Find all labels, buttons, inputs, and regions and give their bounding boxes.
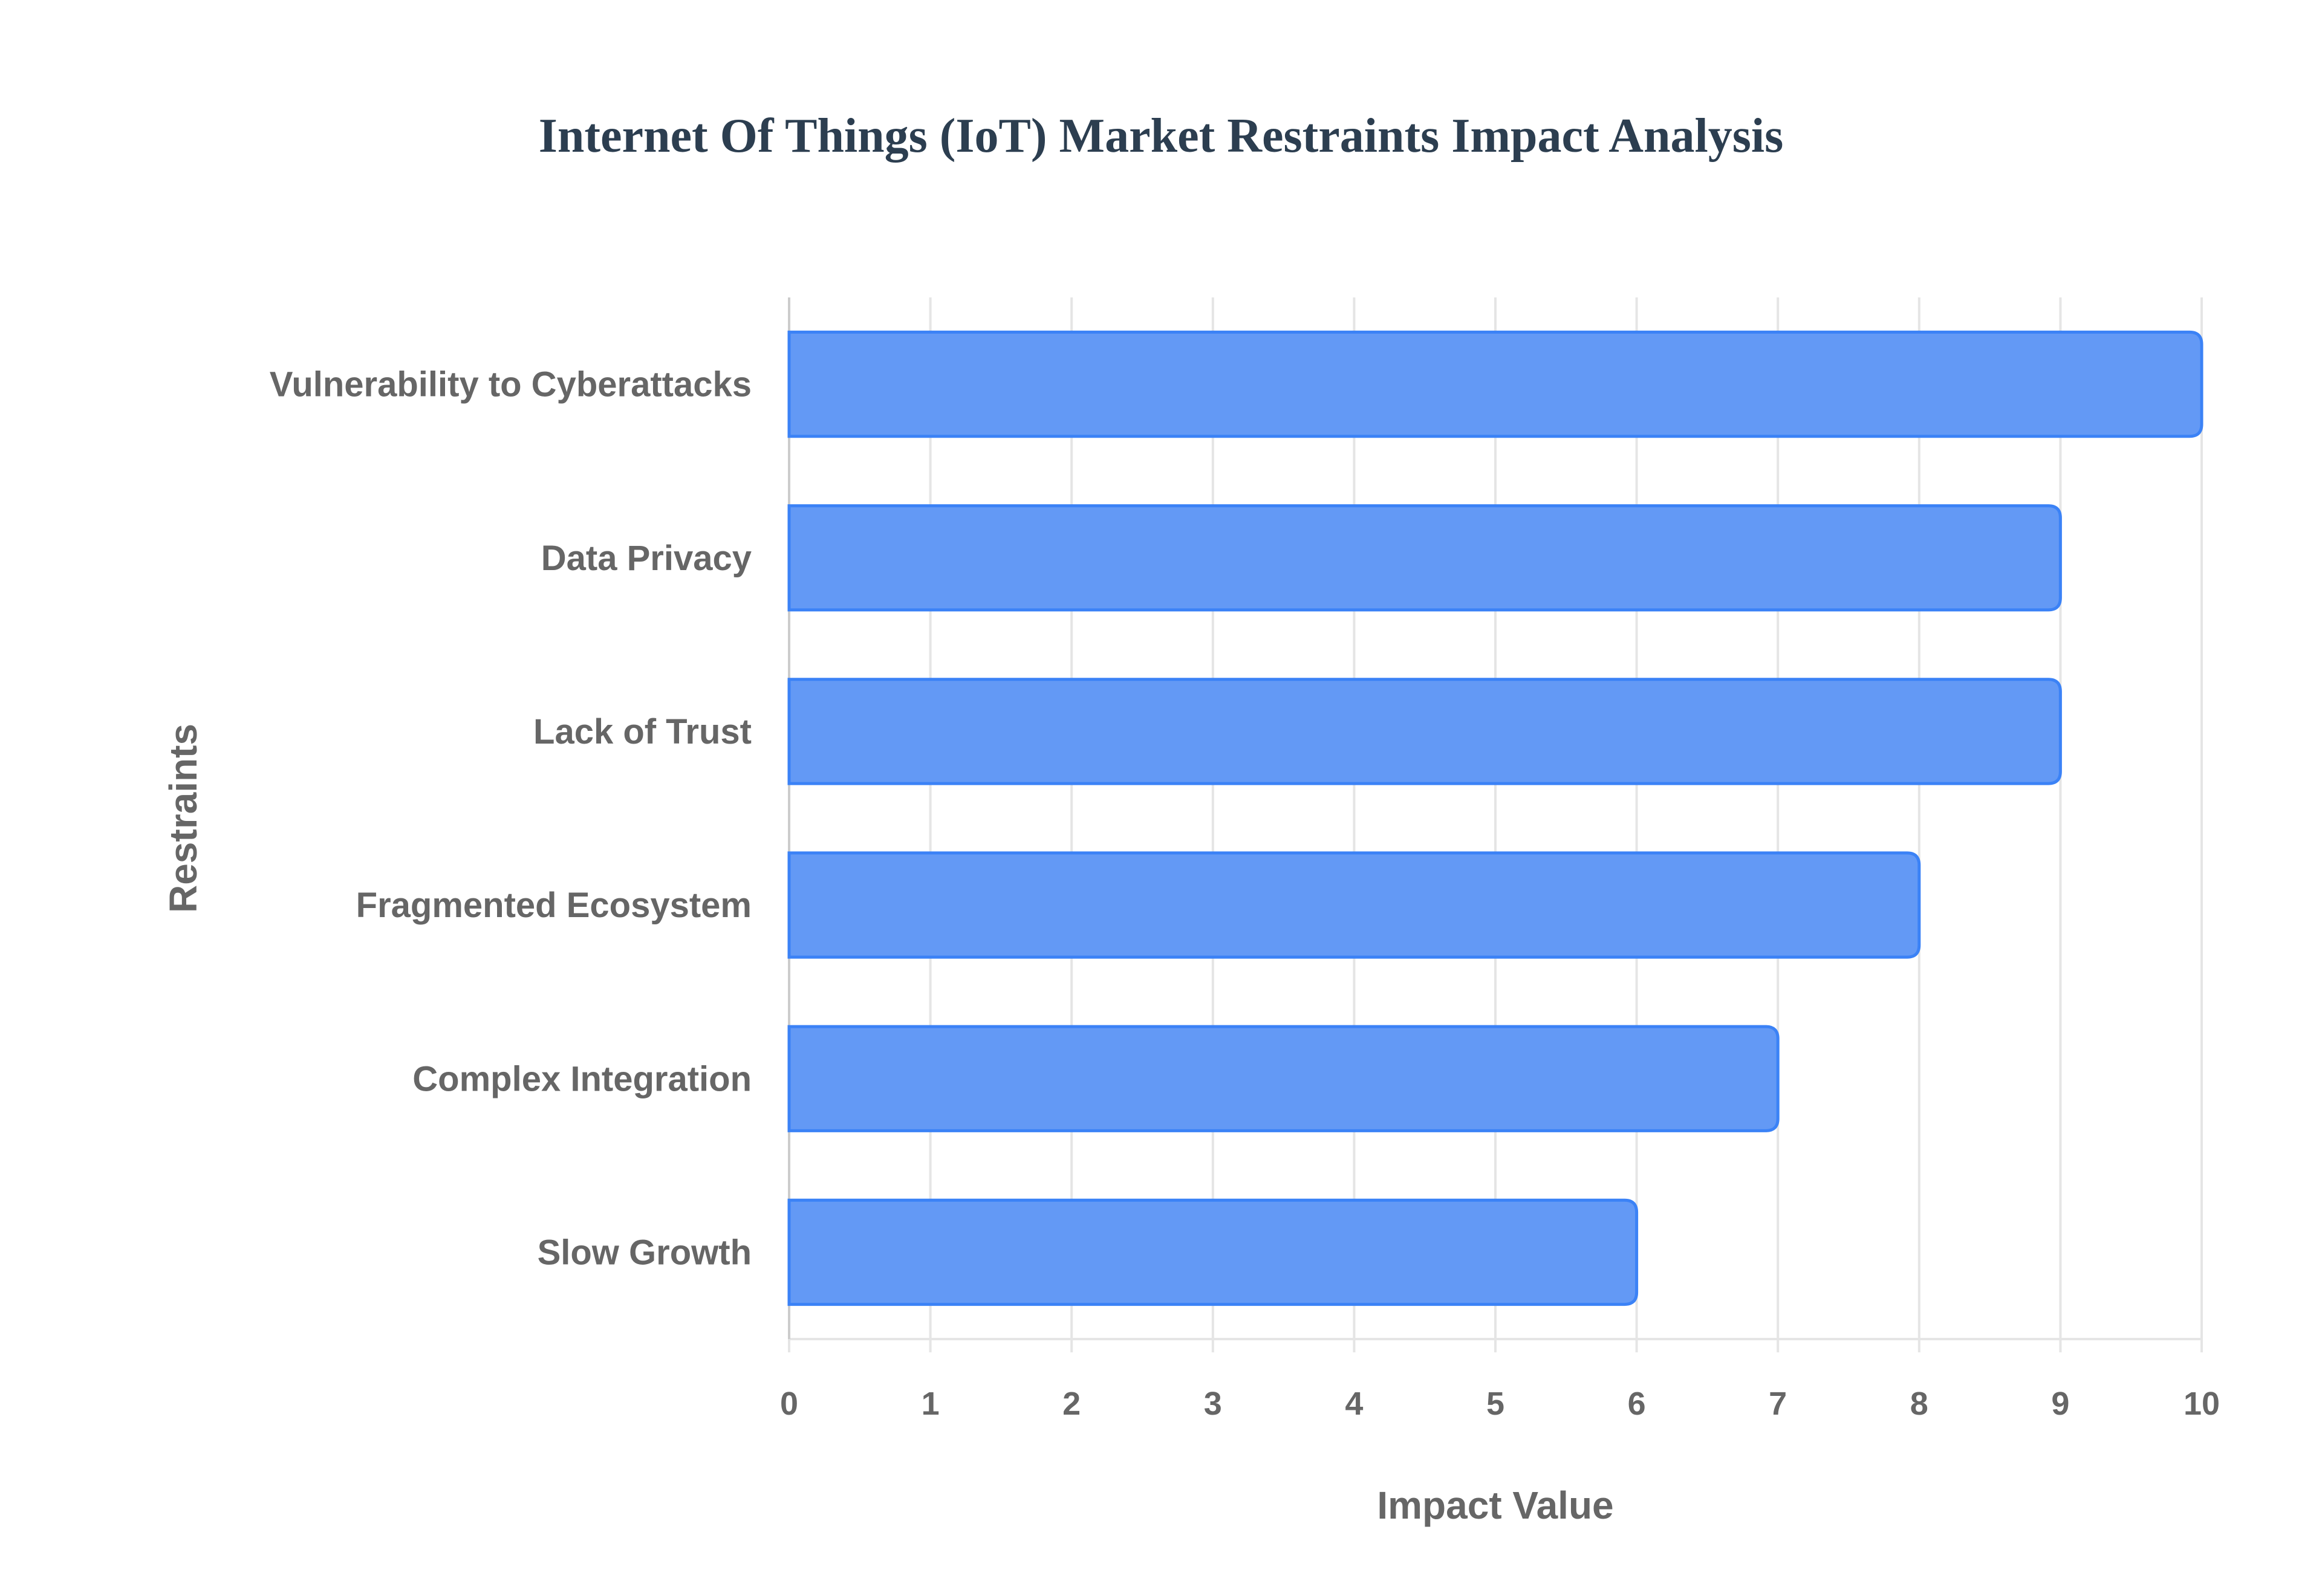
x-tick-label: 9: [2051, 1386, 2069, 1422]
chart-title: Internet Of Things (IoT) Market Restrain…: [538, 109, 1784, 163]
bar: [787, 504, 2062, 612]
y-category-label: Fragmented Ecosystem: [356, 886, 752, 925]
x-tick-label: 4: [1345, 1386, 1363, 1422]
y-category-label: Lack of Trust: [533, 712, 752, 751]
x-tick-label: 0: [780, 1386, 798, 1422]
x-tick-label: 10: [2184, 1386, 2220, 1422]
x-tick-label: 7: [1769, 1386, 1787, 1422]
bar: [787, 851, 1921, 959]
x-tick-label: 2: [1062, 1386, 1081, 1422]
bar: [787, 330, 2203, 438]
y-category-label: Complex Integration: [412, 1059, 752, 1098]
x-tick-label: 8: [1910, 1386, 1928, 1422]
y-axis-title: Restraints: [161, 724, 205, 913]
x-tick-label: 3: [1204, 1386, 1222, 1422]
x-tick-label: 5: [1486, 1386, 1504, 1422]
x-tick-label: 6: [1628, 1386, 1646, 1422]
x-tick-label: 1: [922, 1386, 940, 1422]
y-category-label: Vulnerability to Cyberattacks: [270, 365, 752, 404]
y-category-label: Data Privacy: [541, 539, 752, 578]
bar: [787, 1025, 1780, 1132]
x-axis-title: Impact Value: [1377, 1484, 1613, 1527]
y-category-label: Slow Growth: [538, 1233, 752, 1272]
bar: [787, 1198, 1639, 1306]
bar: [787, 678, 2062, 785]
